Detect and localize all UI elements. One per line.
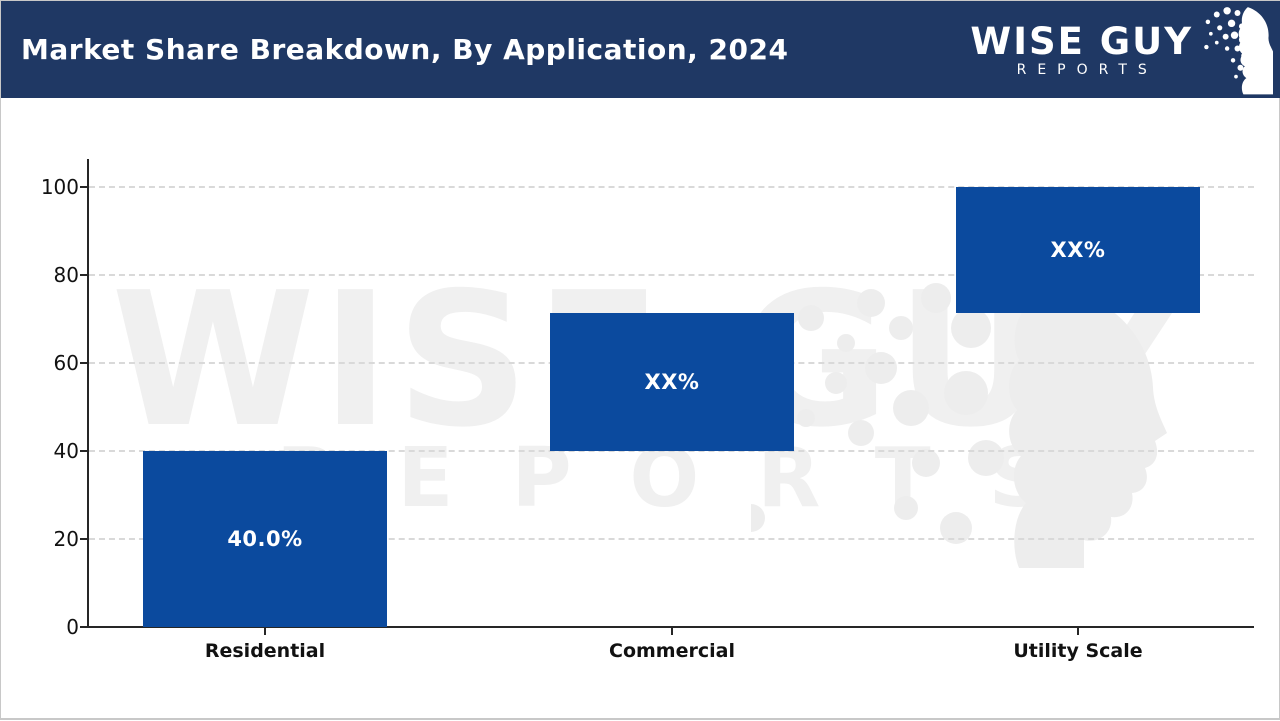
gridline-80 bbox=[89, 274, 1254, 276]
gridline-100 bbox=[89, 186, 1254, 188]
x-tick-mark-3 bbox=[1077, 628, 1079, 635]
x-axis-line bbox=[86, 626, 1254, 628]
y-tick-label-100: 100 bbox=[40, 175, 79, 199]
bar-value-label: XX% bbox=[644, 370, 700, 395]
y-tick-label-0: 0 bbox=[66, 615, 79, 639]
category-label-commercial: Commercial bbox=[609, 640, 735, 662]
wiseguy-logo-line2: REPORTS bbox=[1016, 61, 1158, 78]
gridline-40 bbox=[89, 450, 1254, 452]
y-tick-mark-40 bbox=[80, 450, 87, 452]
gridline-20 bbox=[89, 538, 1254, 540]
y-axis-line bbox=[87, 159, 89, 628]
x-tick-mark-1 bbox=[264, 628, 266, 635]
y-tick-mark-100 bbox=[80, 186, 87, 188]
wiseguy-logo-text: WISE GUY REPORTS bbox=[970, 23, 1193, 77]
y-tick-mark-60 bbox=[80, 362, 87, 364]
y-tick-label-40: 40 bbox=[53, 439, 79, 463]
y-tick-label-20: 20 bbox=[53, 527, 79, 551]
wiseguy-face-icon bbox=[1204, 6, 1273, 94]
y-tick-label-60: 60 bbox=[53, 351, 79, 375]
y-tick-label-80: 80 bbox=[53, 263, 79, 287]
y-tick-mark-0 bbox=[80, 626, 87, 628]
wiseguy-logo-line1: WISE GUY bbox=[970, 19, 1193, 63]
category-label-utility-scale: Utility Scale bbox=[1013, 640, 1143, 662]
x-tick-mark-2 bbox=[671, 628, 673, 635]
bar-utility-scale: XX% bbox=[956, 187, 1200, 314]
wiseguy-logo: WISE GUY REPORTS bbox=[970, 1, 1273, 98]
category-label-residential: Residential bbox=[204, 640, 326, 662]
bar-value-label: 40.0% bbox=[227, 527, 303, 551]
y-tick-mark-80 bbox=[80, 274, 87, 276]
bar-residential: 40.0% bbox=[143, 451, 387, 627]
bar-value-label: XX% bbox=[1050, 238, 1106, 263]
bar-commercial: XX% bbox=[550, 313, 794, 451]
y-tick-mark-20 bbox=[80, 538, 87, 540]
report-title: Market Share Breakdown, By Application, … bbox=[21, 33, 789, 66]
report-header: Market Share Breakdown, By Application, … bbox=[1, 1, 1280, 98]
